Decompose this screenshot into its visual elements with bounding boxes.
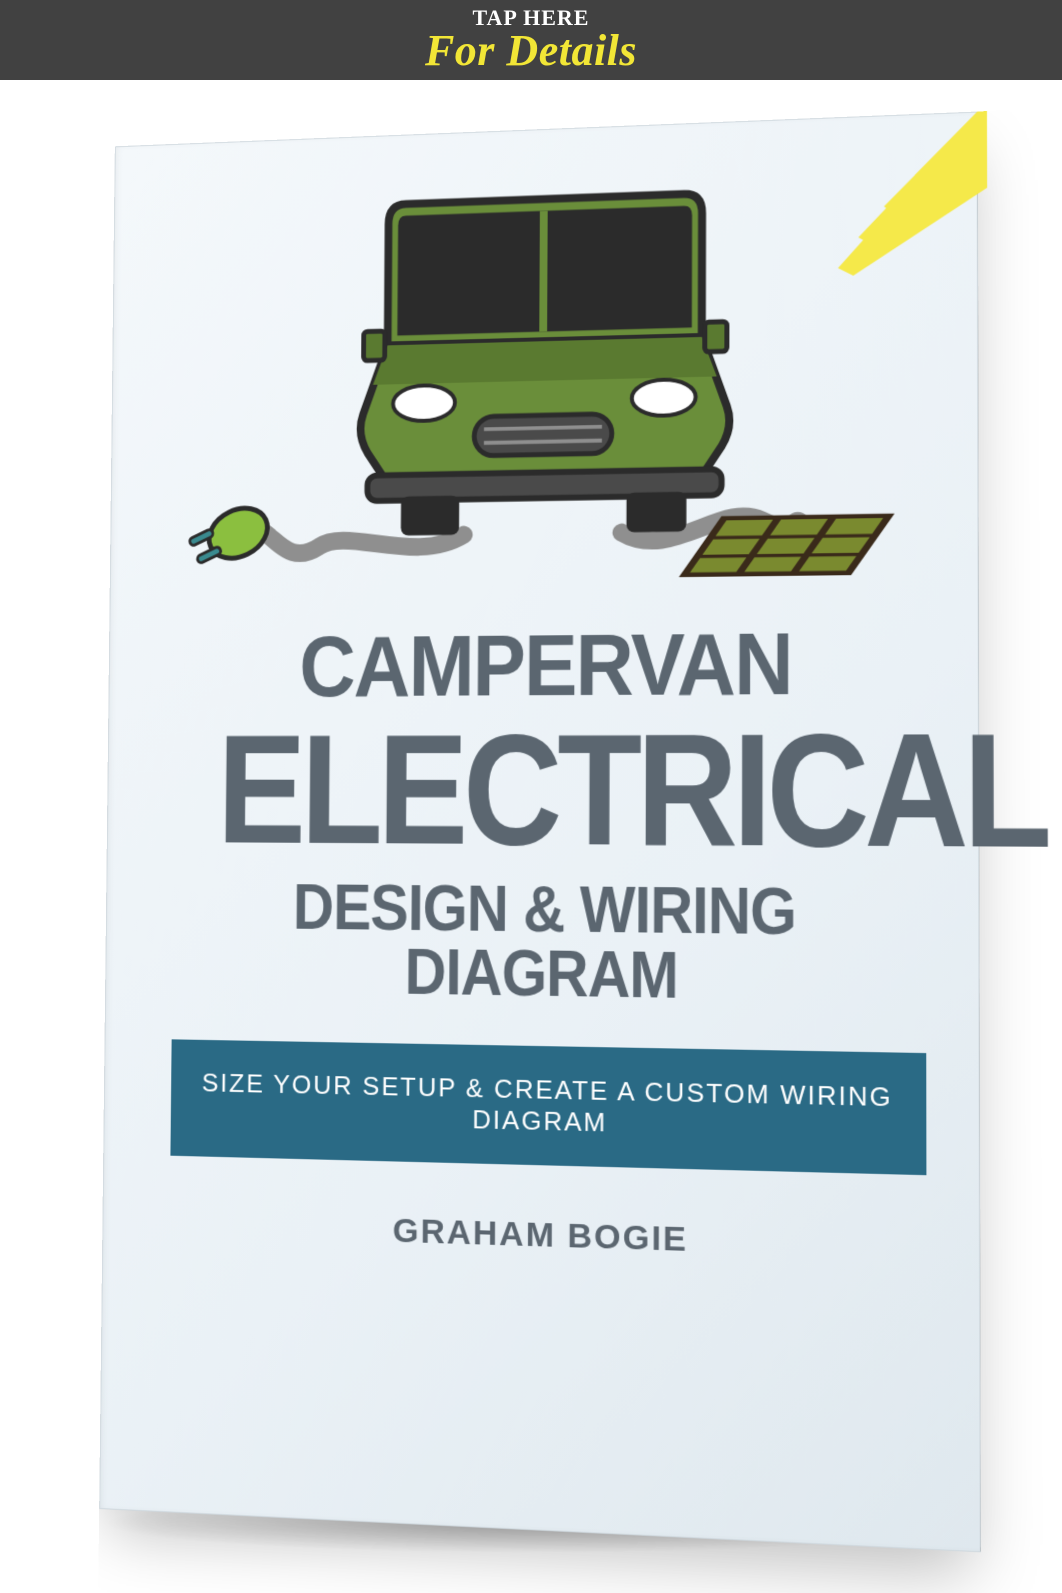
- book-cover: CAMPERVAN ELECTRICAL DESIGN & WIRING DIA…: [99, 111, 981, 1552]
- book-scene: CAMPERVAN ELECTRICAL DESIGN & WIRING DIA…: [0, 80, 1062, 1593]
- plug-icon: [188, 498, 275, 568]
- book-3d: CAMPERVAN ELECTRICAL DESIGN & WIRING DIA…: [99, 111, 981, 1552]
- cable-right: [621, 515, 800, 540]
- banner-bottom-text: For Details: [425, 29, 637, 73]
- cover-illustration: [176, 154, 925, 597]
- title-line-1: CAMPERVAN: [204, 620, 895, 708]
- tap-banner[interactable]: TAP HERE For Details: [0, 0, 1062, 80]
- subtitle-band: SIZE YOUR SETUP & CREATE A CUSTOM WIRING…: [170, 1039, 926, 1175]
- title-block: CAMPERVAN ELECTRICAL DESIGN & WIRING DIA…: [172, 620, 926, 1011]
- solar-panel-icon: [679, 513, 895, 577]
- author-name: GRAHAM BOGIE: [170, 1204, 927, 1266]
- title-line-3: DESIGN & WIRING DIAGRAM: [201, 874, 895, 1011]
- banner-text-group: TAP HERE For Details: [425, 7, 637, 73]
- sun-icon: [762, 102, 988, 330]
- van-illustration-svg: [176, 154, 925, 597]
- title-line-2: ELECTRICAL: [217, 713, 879, 866]
- van-icon: [360, 192, 730, 536]
